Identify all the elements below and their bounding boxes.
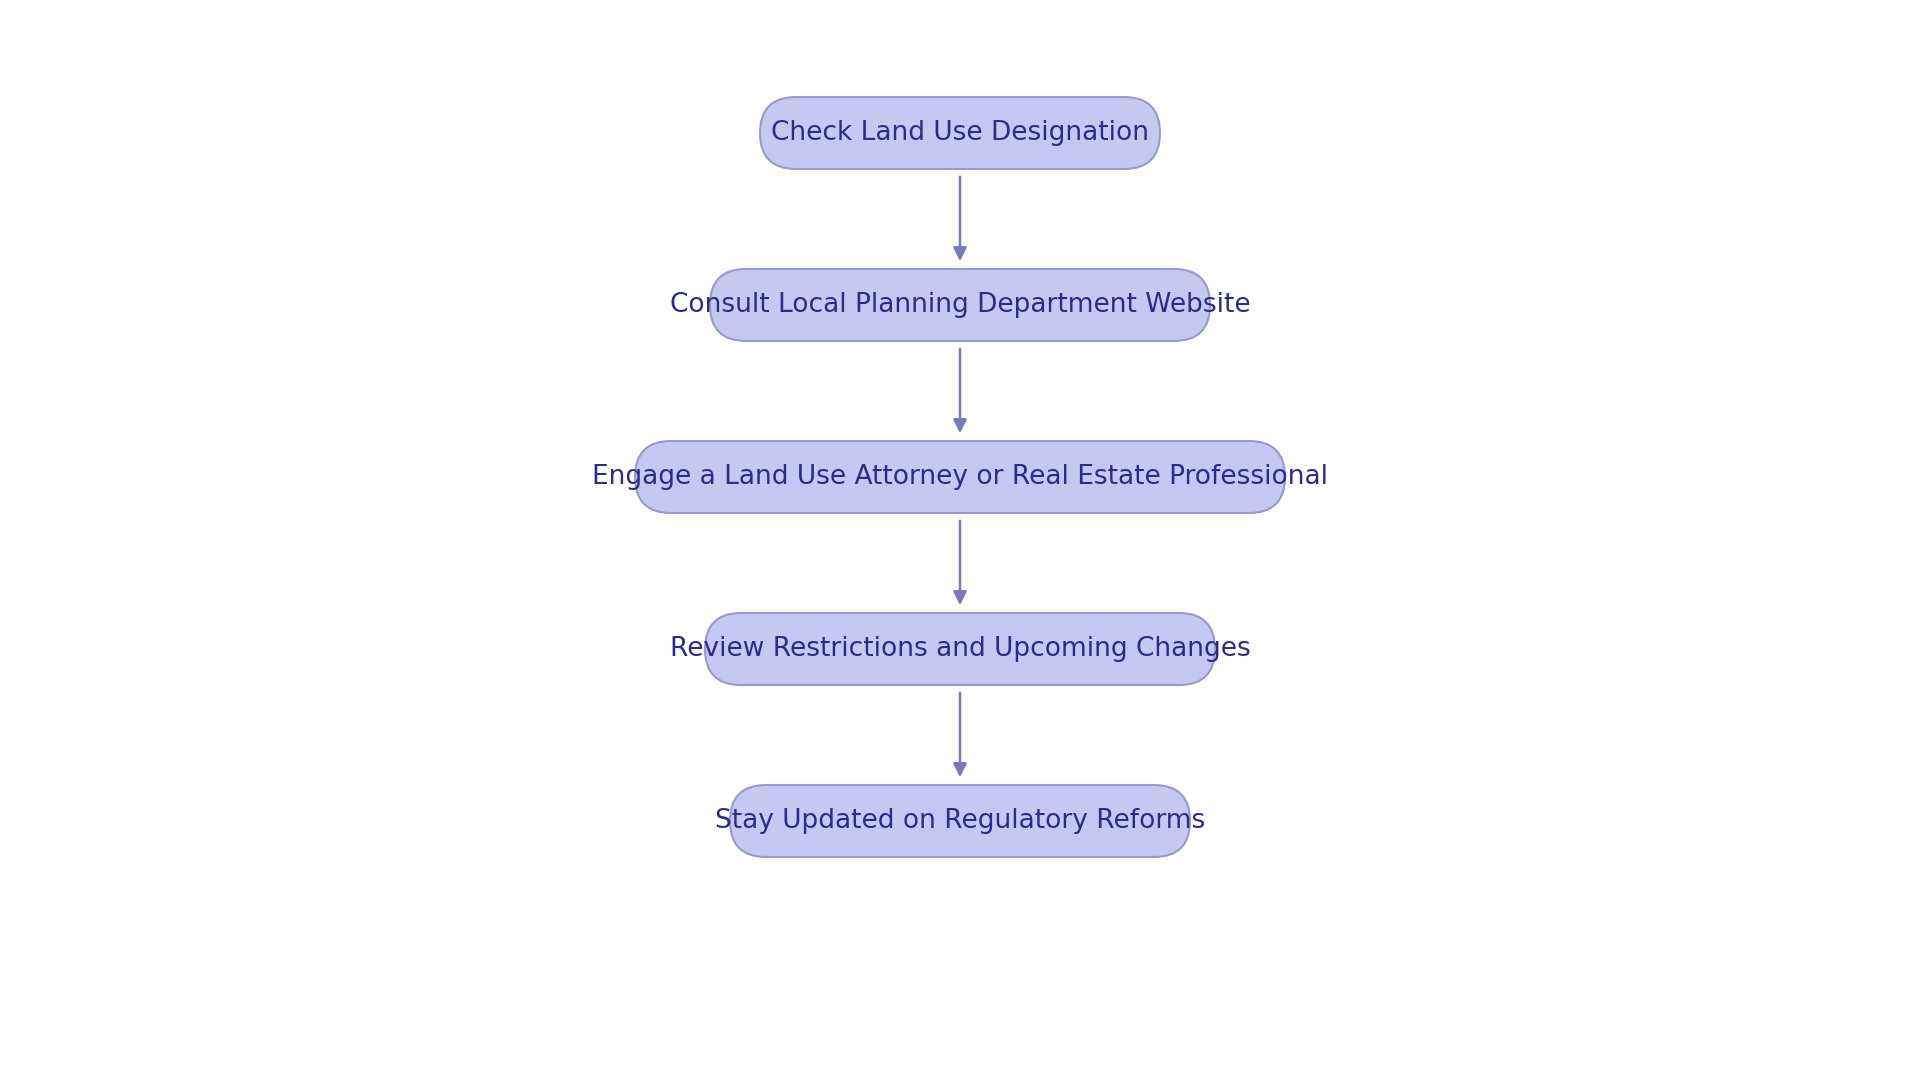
Text: Review Restrictions and Upcoming Changes: Review Restrictions and Upcoming Changes [670,636,1250,662]
FancyBboxPatch shape [636,441,1284,513]
Text: Engage a Land Use Attorney or Real Estate Professional: Engage a Land Use Attorney or Real Estat… [591,464,1329,490]
Text: Check Land Use Designation: Check Land Use Designation [772,120,1148,146]
FancyBboxPatch shape [730,785,1190,857]
Text: Consult Local Planning Department Website: Consult Local Planning Department Websit… [670,292,1250,318]
FancyBboxPatch shape [760,97,1160,169]
FancyBboxPatch shape [710,269,1210,341]
FancyBboxPatch shape [705,613,1215,686]
Text: Stay Updated on Regulatory Reforms: Stay Updated on Regulatory Reforms [714,808,1206,834]
